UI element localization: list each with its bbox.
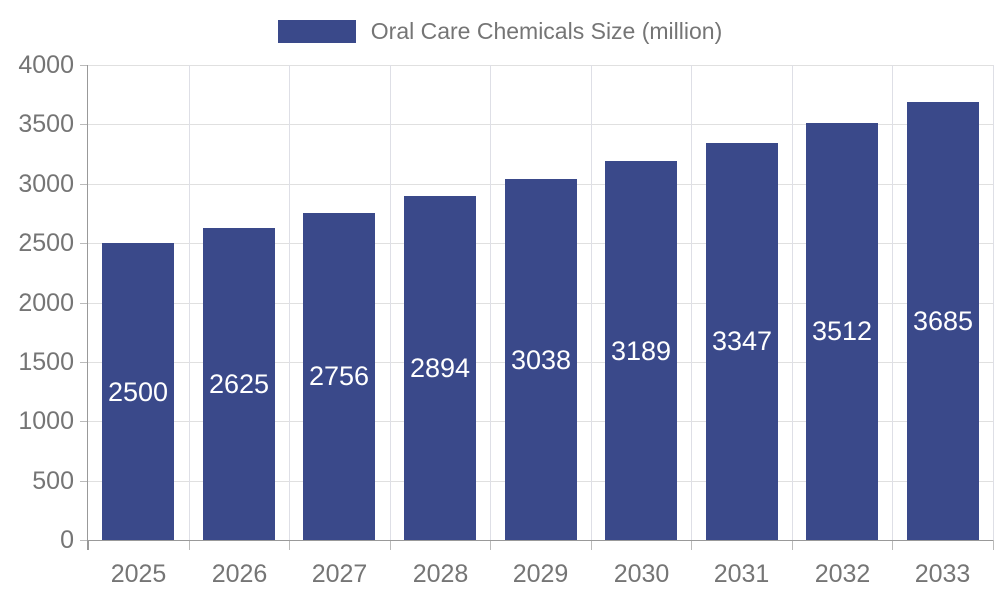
x-tick <box>993 540 994 550</box>
v-gridline <box>390 65 391 540</box>
x-tick-label: 2030 <box>613 560 670 588</box>
x-tick <box>88 540 89 550</box>
v-gridline <box>993 65 994 540</box>
y-tick <box>80 65 88 66</box>
x-tick <box>691 540 692 550</box>
bar[interactable] <box>203 228 275 540</box>
x-axis-line <box>88 540 993 541</box>
bar-value-label: 3685 <box>912 306 974 336</box>
bar-value-label: 3189 <box>610 336 672 366</box>
y-tick <box>80 303 88 304</box>
x-tick <box>390 540 391 550</box>
bar[interactable] <box>505 179 577 540</box>
bar-value-label: 2894 <box>409 353 471 383</box>
bar[interactable] <box>706 143 778 540</box>
y-tick-label: 2000 <box>18 289 74 317</box>
bar-value-label: 3038 <box>510 345 572 375</box>
x-tick <box>792 540 793 550</box>
y-tick <box>80 421 88 422</box>
y-tick <box>80 540 88 541</box>
x-tick <box>189 540 190 550</box>
x-tick <box>591 540 592 550</box>
v-gridline <box>892 65 893 540</box>
bar[interactable] <box>102 243 174 540</box>
v-gridline <box>691 65 692 540</box>
x-tick-label: 2028 <box>412 560 469 588</box>
v-gridline <box>792 65 793 540</box>
y-tick-label: 0 <box>60 526 74 554</box>
v-gridline <box>591 65 592 540</box>
bar[interactable] <box>404 196 476 540</box>
y-tick-label: 1000 <box>18 407 74 435</box>
x-tick <box>490 540 491 550</box>
bar-value-label: 3347 <box>711 326 773 356</box>
x-tick-label: 2025 <box>110 560 167 588</box>
legend-item[interactable]: Oral Care Chemicals Size (million) <box>277 17 723 45</box>
y-tick-label: 500 <box>32 467 74 495</box>
x-tick <box>289 540 290 550</box>
y-tick-label: 2500 <box>18 229 74 257</box>
y-tick <box>80 362 88 363</box>
x-tick-label: 2032 <box>814 560 871 588</box>
bar-value-label: 3512 <box>811 316 873 346</box>
x-tick-label: 2027 <box>311 560 368 588</box>
y-axis-line <box>87 65 88 550</box>
bar-value-label: 2625 <box>208 369 270 399</box>
legend-label: Oral Care Chemicals Size (million) <box>370 18 723 44</box>
bar[interactable] <box>806 123 878 540</box>
legend: Oral Care Chemicals Size (million) <box>0 16 1000 46</box>
x-tick <box>892 540 893 550</box>
bar-value-label: 2756 <box>308 361 370 391</box>
y-tick <box>80 124 88 125</box>
y-tick <box>80 481 88 482</box>
y-tick-label: 3500 <box>18 110 74 138</box>
v-gridline <box>490 65 491 540</box>
x-tick-label: 2033 <box>914 560 971 588</box>
y-tick <box>80 243 88 244</box>
h-gridline <box>88 124 993 125</box>
bar[interactable] <box>303 213 375 540</box>
y-tick-label: 4000 <box>18 51 74 79</box>
x-tick-label: 2031 <box>713 560 770 588</box>
v-gridline <box>189 65 190 540</box>
y-tick <box>80 184 88 185</box>
y-tick-label: 1500 <box>18 348 74 376</box>
bar-value-label: 2500 <box>107 377 169 407</box>
bar[interactable] <box>907 102 979 540</box>
legend-swatch-icon <box>277 19 356 43</box>
x-tick-label: 2026 <box>211 560 268 588</box>
x-tick-label: 2029 <box>512 560 569 588</box>
v-gridline <box>289 65 290 540</box>
h-gridline <box>88 65 993 66</box>
y-tick-label: 3000 <box>18 170 74 198</box>
bar[interactable] <box>605 161 677 540</box>
